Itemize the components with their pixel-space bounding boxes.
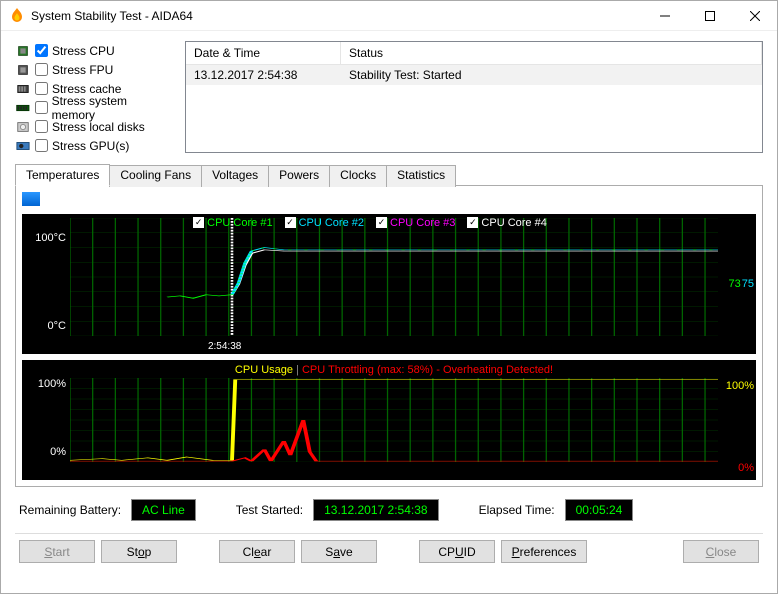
usage-readout-top: 100% [726,380,754,392]
elapsed-value: 00:05:24 [565,499,634,521]
window-title: System Stability Test - AIDA64 [31,9,642,23]
usage-plot: CPU Usage | CPU Throttling (max: 58%) - … [70,378,718,462]
started-value: 13.12.2017 2:54:38 [313,499,438,521]
stress-gpu-checkbox[interactable] [35,139,48,152]
tab-statistics[interactable]: Statistics [386,165,456,187]
button-bar: Start Stop Clear Save CPUID Preferences … [15,533,763,567]
log-status: Stability Test: Started [341,65,762,85]
started-label: Test Started: [236,503,303,517]
status-bar: Remaining Battery: AC Line Test Started:… [15,493,763,527]
tabstrip: TemperaturesCooling FansVoltagesPowersCl… [15,163,763,186]
close-dialog-button[interactable]: Close [683,540,759,563]
fpu-icon [15,63,31,77]
legend-sep: | [293,364,302,376]
stress-item-gpu: Stress GPU(s) [15,136,171,155]
stress-cpu-label[interactable]: Stress CPU [52,44,115,58]
titlebar: System Stability Test - AIDA64 [1,1,777,31]
preferences-button[interactable]: Preferences [501,540,587,563]
battery-value: AC Line [131,499,196,521]
app-icon [9,8,25,24]
stress-disk-checkbox[interactable] [35,120,48,133]
usage-legend-usage: CPU Usage [235,364,293,376]
stress-item-cpu: Stress CPU [15,41,171,60]
legend-label: CPU Core #2 [299,217,364,229]
legend-cpu-core-4[interactable]: ✓CPU Core #4 [467,217,546,229]
legend-cpu-core-3[interactable]: ✓CPU Core #3 [376,217,455,229]
ylabel-bot: 0% [50,446,66,458]
window-controls [642,1,777,30]
legend-label: CPU Core #1 [207,217,272,229]
stop-button[interactable]: Stop [101,540,177,563]
tab-temperatures[interactable]: Temperatures [15,164,110,186]
usage-legend: CPU Usage | CPU Throttling (max: 58%) - … [70,362,718,378]
legend-cpu-core-1[interactable]: ✓CPU Core #1 [193,217,272,229]
ylabel-top: 100°C [35,232,66,244]
col-status: Status [341,42,762,64]
app-window: System Stability Test - AIDA64 Stress CP… [0,0,778,594]
stress-cpu-checkbox[interactable] [35,44,48,57]
legend-checkbox: ✓ [193,217,204,228]
mem-icon [15,101,31,115]
stress-fpu-checkbox[interactable] [35,63,48,76]
legend-cpu-core-2[interactable]: ✓CPU Core #2 [285,217,364,229]
event-log: Date & Time Status 13.12.2017 2:54:38Sta… [185,41,763,153]
cpuid-button[interactable]: CPUID [419,540,495,563]
legend-checkbox: ✓ [376,217,387,228]
stress-disk-label[interactable]: Stress local disks [52,120,145,134]
stress-cache-checkbox[interactable] [35,82,48,95]
elapsed-label: Elapsed Time: [479,503,555,517]
ylabel-bot: 0°C [48,320,66,332]
close-button[interactable] [732,1,777,30]
legend-checkbox: ✓ [467,217,478,228]
temp-y-axis: 100°C 0°C [22,214,70,354]
minimize-button[interactable] [642,1,687,30]
log-header: Date & Time Status [186,42,762,65]
stress-fpu-label[interactable]: Stress FPU [52,63,113,77]
temp-legend: ✓CPU Core #1✓CPU Core #2✓CPU Core #3✓CPU… [22,216,718,229]
usage-legend-throttle: CPU Throttling (max: 58%) - Overheating … [302,364,553,376]
usage-y-axis: 100% 0% [22,360,70,480]
usage-chart: 100% 0% CPU Usage | CPU Throttling (max:… [22,360,756,480]
tab-clocks[interactable]: Clocks [329,165,387,187]
tab-powers[interactable]: Powers [268,165,330,187]
temp-readout: 73 [729,278,741,290]
stress-mem-label[interactable]: Stress system memory [52,94,171,122]
disk-icon [15,120,31,134]
temperature-chart: ✓CPU Core #1✓CPU Core #2✓CPU Core #3✓CPU… [22,214,756,354]
usage-readout: 0% [738,462,754,474]
ylabel-top: 100% [38,378,66,390]
log-dt: 13.12.2017 2:54:38 [186,65,341,85]
temp-readout: 75 [742,278,754,290]
maximize-button[interactable] [687,1,732,30]
save-button[interactable]: Save [301,540,377,563]
cpu-icon [15,44,31,58]
legend-checkbox: ✓ [285,217,296,228]
stress-options: Stress CPUStress FPUStress cacheStress s… [15,41,171,155]
series-selector[interactable] [22,192,40,206]
log-row[interactable]: 13.12.2017 2:54:38Stability Test: Starte… [186,65,762,85]
stress-item-mem: Stress system memory [15,98,171,117]
gpu-icon [15,139,31,153]
temp-x-marker: 2:54:38 [208,341,241,352]
start-button[interactable]: Start [19,540,95,563]
legend-label: CPU Core #4 [481,217,546,229]
col-datetime: Date & Time [186,42,341,64]
stress-mem-checkbox[interactable] [35,101,48,114]
usage-readout-bot: 0% [738,462,754,474]
temp-plot [70,218,718,336]
stress-gpu-label[interactable]: Stress GPU(s) [52,139,129,153]
clear-button[interactable]: Clear [219,540,295,563]
tab-voltages[interactable]: Voltages [201,165,269,187]
battery-label: Remaining Battery: [19,503,121,517]
chart-area: ✓CPU Core #1✓CPU Core #2✓CPU Core #3✓CPU… [15,186,763,487]
usage-readout: 100% [726,380,754,392]
cache-icon [15,82,31,96]
stress-item-fpu: Stress FPU [15,60,171,79]
legend-label: CPU Core #3 [390,217,455,229]
tab-cooling-fans[interactable]: Cooling Fans [109,165,202,187]
temp-readouts: 7375 [729,278,755,290]
